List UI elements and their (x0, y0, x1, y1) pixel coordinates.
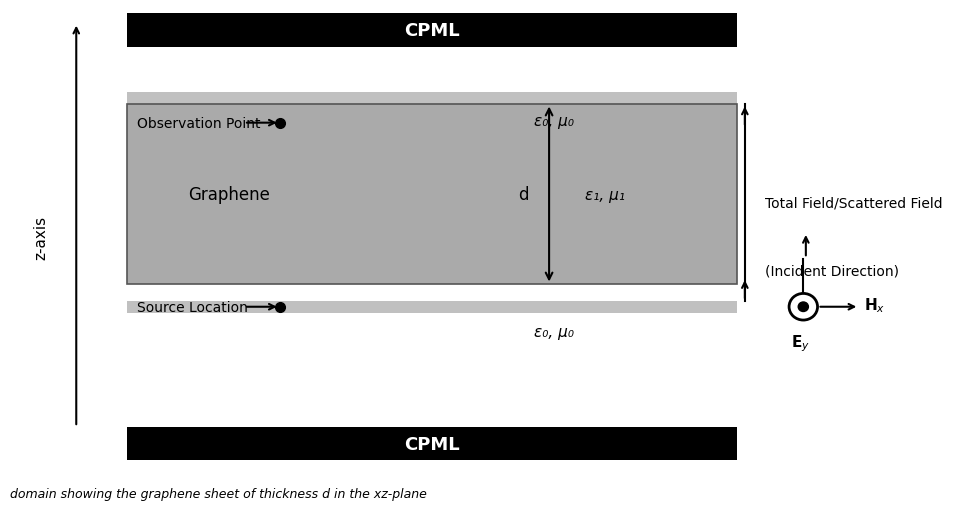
Bar (128, 92, 737, 105)
Bar (128, 427, 737, 461)
Bar (128, 105, 737, 285)
Bar (128, 301, 737, 313)
Text: (Incident Direction): (Incident Direction) (765, 264, 899, 278)
Text: ε₀, μ₀: ε₀, μ₀ (534, 114, 574, 129)
Bar (128, 14, 737, 47)
Text: domain showing the graphene sheet of thickness d in the xz-plane: domain showing the graphene sheet of thi… (10, 487, 427, 500)
Circle shape (798, 302, 809, 312)
Text: Source Location: Source Location (137, 300, 248, 314)
Text: Observation Point: Observation Point (137, 117, 261, 130)
Text: Total Field/Scattered Field: Total Field/Scattered Field (765, 196, 943, 210)
Text: CPML: CPML (405, 435, 460, 453)
Text: ε₀, μ₀: ε₀, μ₀ (534, 325, 574, 340)
Text: Graphene: Graphene (188, 186, 270, 204)
Text: z-axis: z-axis (33, 215, 48, 260)
Text: d: d (519, 186, 529, 204)
Text: ε₁, μ₁: ε₁, μ₁ (584, 187, 625, 202)
Text: $\mathbf{E}_y$: $\mathbf{E}_y$ (791, 333, 810, 354)
Text: $\mathbf{H}_x$: $\mathbf{H}_x$ (865, 295, 886, 314)
Text: CPML: CPML (405, 22, 460, 40)
